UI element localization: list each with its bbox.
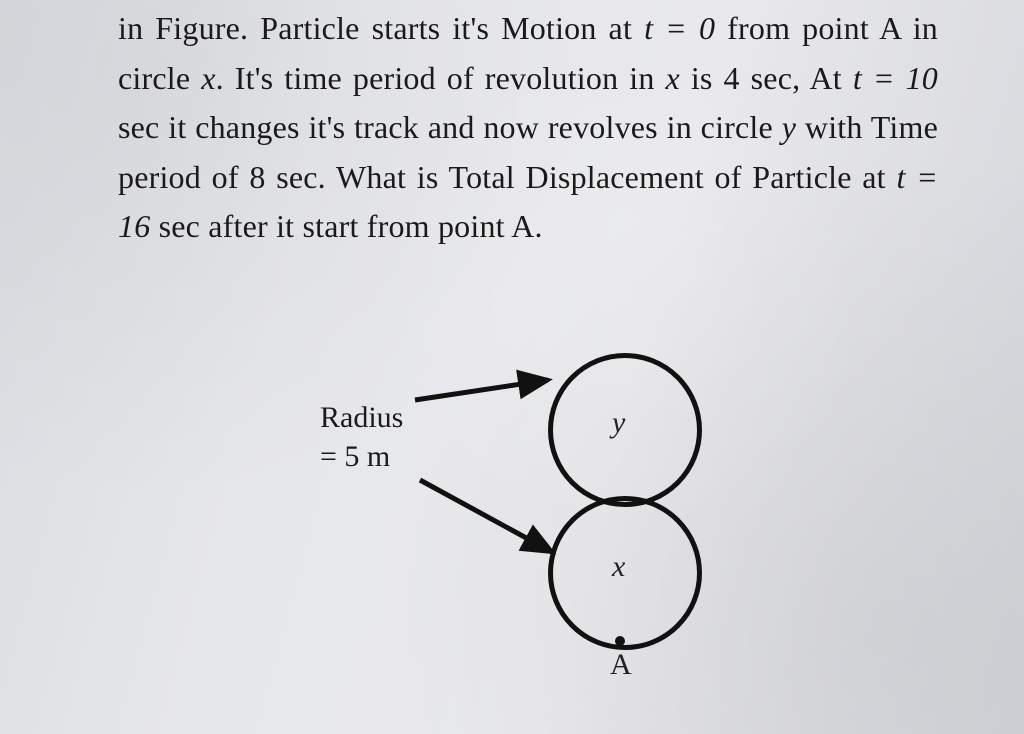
text-fragment: is 4 sec, At [680, 60, 853, 96]
text-fragment: sec after it start from point A. [150, 208, 542, 244]
var-x: x [665, 60, 679, 96]
text-fragment: sec it changes it's track and now revolv… [118, 109, 782, 145]
two-circles-diagram: y x A Radius = 5 m [300, 350, 780, 710]
var-x: x [201, 60, 215, 96]
text-fragment: . It's time period of revolution in [216, 60, 666, 96]
equation-t10: t = 10 [853, 60, 938, 96]
arrow-to-circle-x-icon [300, 350, 780, 710]
problem-text: in Figure. Particle starts it's Motion a… [118, 4, 938, 252]
equation-t0: t = 0 [644, 10, 715, 46]
text-fragment: in Figure. Particle starts it's Motion a… [118, 10, 644, 46]
var-y: y [782, 109, 796, 145]
